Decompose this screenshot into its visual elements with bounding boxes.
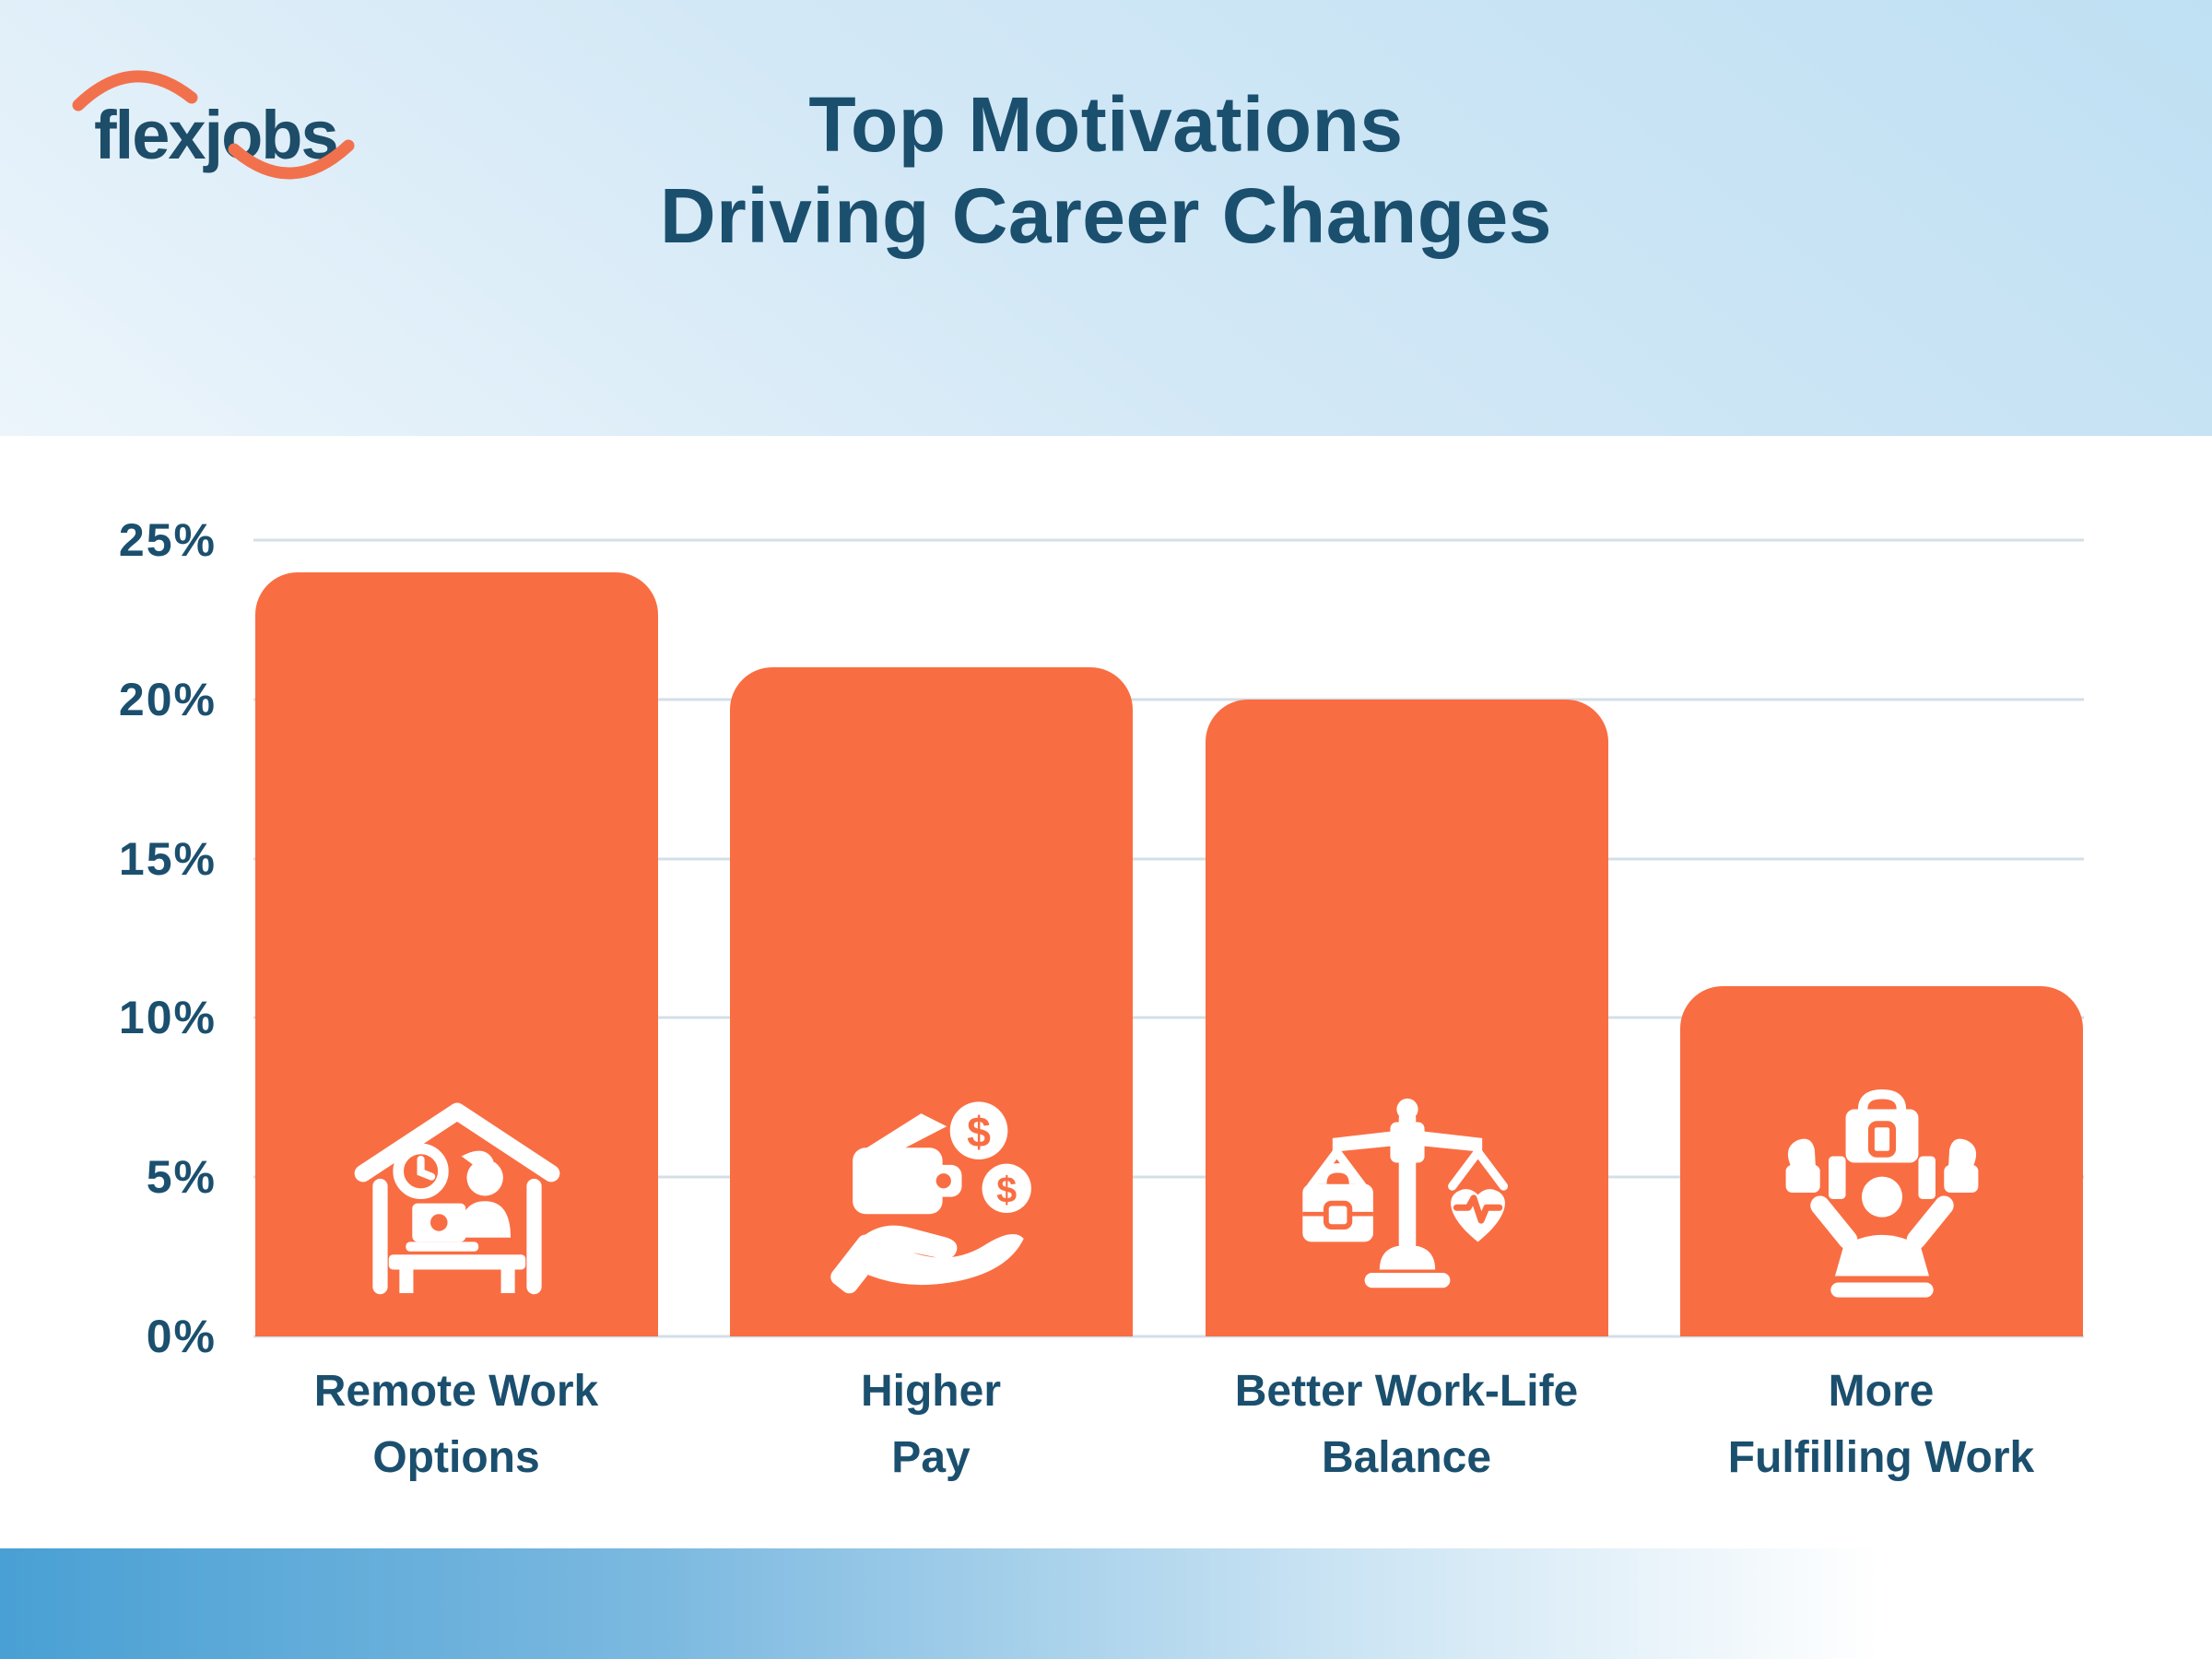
flexjobs-logo-graphic: flexjobs xyxy=(72,70,355,180)
title-line-1: Top Motivations xyxy=(808,81,1404,168)
footer-gradient-strip xyxy=(0,1548,2212,1659)
fulfilling-work-icon xyxy=(1772,1086,1992,1300)
svg-text:$: $ xyxy=(996,1170,1017,1210)
category-line: More xyxy=(1828,1367,1935,1416)
gridline-0 xyxy=(253,1335,2084,1338)
y-tick-20: 20% xyxy=(118,673,217,725)
logo-wordmark: flexjobs xyxy=(94,97,337,173)
header-band xyxy=(0,0,2212,436)
category-line: Better Work-Life xyxy=(1234,1367,1579,1416)
y-tick-5: 5% xyxy=(146,1151,217,1204)
bar-more-fulfilling-work xyxy=(1680,985,2083,1336)
y-tick-25: 25% xyxy=(118,514,217,566)
bar-remote-work-options xyxy=(255,571,658,1336)
flexjobs-logo: flexjobs xyxy=(72,46,394,203)
y-tick-15: 15% xyxy=(118,832,217,885)
bar-work-life-balance xyxy=(1206,699,1608,1336)
logo-bottom-arc-icon xyxy=(228,139,355,180)
category-label-more-fulfilling-work: More Fulfilling Work xyxy=(1623,1359,2139,1491)
title-line-2: Driving Career Changes xyxy=(660,172,1552,259)
y-tick-10: 10% xyxy=(118,992,217,1044)
category-label-higher-pay: Higher Pay xyxy=(673,1359,1189,1491)
gridline-10 xyxy=(253,1016,2084,1019)
category-line: Fulfilling Work xyxy=(1727,1433,2035,1482)
category-line: Balance xyxy=(1321,1433,1492,1482)
gridline-25 xyxy=(253,538,2084,542)
bar-higher-pay: $ $ xyxy=(730,667,1133,1336)
gridline-5 xyxy=(253,1175,2084,1179)
category-line: Pay xyxy=(891,1433,971,1482)
gridline-15 xyxy=(253,857,2084,861)
remote-work-icon xyxy=(347,1086,567,1300)
category-line: Remote Work xyxy=(313,1367,599,1416)
higher-pay-icon: $ $ xyxy=(822,1086,1041,1300)
category-line: Higher xyxy=(860,1367,1001,1416)
y-tick-0: 0% xyxy=(146,1311,217,1362)
category-line: Options xyxy=(372,1433,540,1482)
category-label-work-life-balance: Better Work-Life Balance xyxy=(1148,1359,1665,1491)
gridline-20 xyxy=(253,698,2084,701)
category-label-remote-work-options: Remote Work Options xyxy=(198,1359,714,1491)
logo-top-arc-icon xyxy=(72,70,198,112)
svg-text:$: $ xyxy=(967,1108,991,1156)
work-life-balance-icon xyxy=(1298,1086,1517,1300)
page-title: Top Motivations Driving Career Changes xyxy=(0,79,2212,262)
